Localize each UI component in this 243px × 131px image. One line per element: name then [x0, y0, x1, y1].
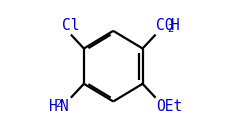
Text: Cl: Cl — [62, 18, 79, 33]
Text: H: H — [171, 18, 180, 33]
Text: CO: CO — [156, 18, 173, 33]
Text: OEt: OEt — [156, 99, 182, 114]
Text: H: H — [49, 99, 58, 114]
Text: 2: 2 — [167, 24, 174, 34]
Text: 2: 2 — [56, 99, 62, 109]
Text: N: N — [60, 99, 69, 114]
